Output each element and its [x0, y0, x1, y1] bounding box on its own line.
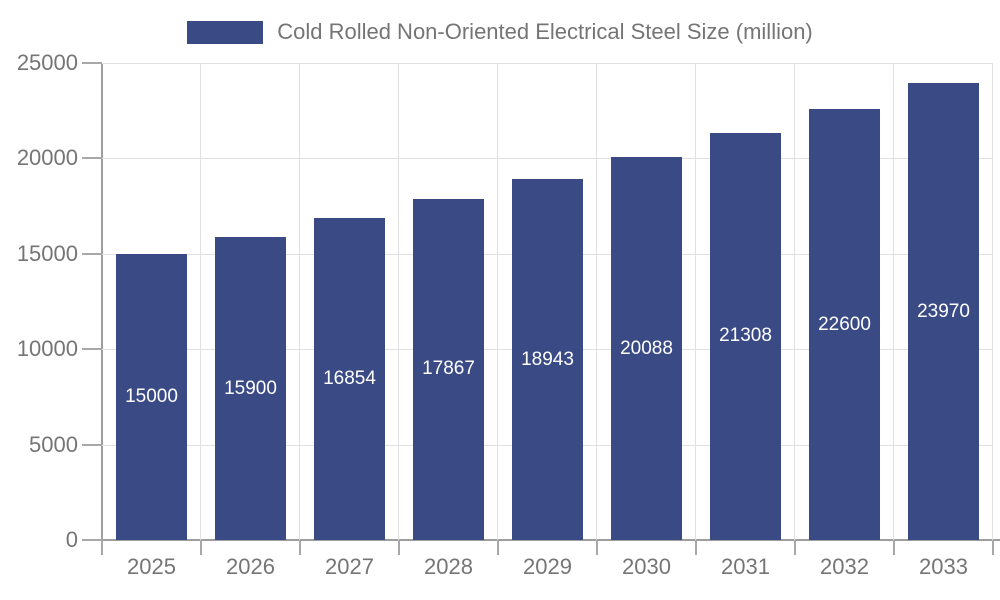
- bar-value-label: 20088: [620, 338, 673, 359]
- x-axis-label-2031: 2031: [721, 554, 770, 579]
- bar-value-label: 15900: [224, 378, 277, 399]
- y-axis-label-5000: 5000: [29, 432, 78, 457]
- bar-value-label: 17867: [422, 358, 475, 379]
- bar-2033[interactable]: 23970: [908, 83, 979, 540]
- x-axis-label-2025: 2025: [127, 554, 176, 579]
- y-tick-0: [82, 539, 102, 541]
- x-tick-8: [893, 540, 895, 555]
- y-axis-line: [101, 63, 103, 540]
- bar-value-label: 16854: [323, 368, 376, 389]
- x-tick-4: [497, 540, 499, 555]
- x-tick-0: [101, 540, 103, 555]
- bar-value-label: 15000: [125, 386, 178, 407]
- legend-swatch: [187, 20, 264, 44]
- v-gridline-8: [893, 63, 894, 540]
- bar-value-label: 22600: [818, 314, 871, 335]
- v-gridline-9: [992, 63, 993, 540]
- v-gridline-7: [794, 63, 795, 540]
- x-axis-label-2032: 2032: [820, 554, 869, 579]
- v-gridline-6: [695, 63, 696, 540]
- x-axis-label-2029: 2029: [523, 554, 572, 579]
- x-axis-label-2026: 2026: [226, 554, 275, 579]
- y-tick-20000: [82, 157, 102, 159]
- y-axis-label-20000: 20000: [16, 145, 78, 170]
- v-gridline-4: [497, 63, 498, 540]
- y-tick-10000: [82, 348, 102, 350]
- bar-2032[interactable]: 22600: [809, 109, 880, 540]
- legend-item[interactable]: Cold Rolled Non-Oriented Electrical Stee…: [0, 18, 1000, 46]
- y-axis-label-10000: 10000: [16, 336, 78, 361]
- v-gridline-2: [299, 63, 300, 540]
- v-gridline-3: [398, 63, 399, 540]
- y-axis-label-25000: 25000: [16, 50, 78, 75]
- h-gridline-25000: [102, 63, 993, 64]
- y-axis-label-15000: 15000: [16, 241, 78, 266]
- x-axis-label-2033: 2033: [919, 554, 968, 579]
- x-axis-label-2027: 2027: [325, 554, 374, 579]
- x-axis-line: [82, 539, 1000, 541]
- v-gridline-1: [200, 63, 201, 540]
- y-tick-15000: [82, 253, 102, 255]
- bar-value-label: 21308: [719, 325, 772, 346]
- x-tick-9: [992, 540, 994, 555]
- x-tick-7: [794, 540, 796, 555]
- bar-2025[interactable]: 15000: [116, 254, 187, 540]
- x-tick-1: [200, 540, 202, 555]
- y-axis-label-0: 0: [65, 527, 78, 552]
- h-gridline-20000: [102, 158, 993, 160]
- plot-area: 15000 15900 16854 17867 18943 20088 21308 22600…: [102, 63, 993, 540]
- x-tick-2: [299, 540, 301, 555]
- x-axis-label-2030: 2030: [622, 554, 671, 579]
- y-tick-25000: [82, 62, 102, 64]
- bar-2026[interactable]: 15900: [215, 237, 286, 540]
- bar-2028[interactable]: 17867: [413, 199, 484, 540]
- x-tick-5: [596, 540, 598, 555]
- bar-2029[interactable]: 18943: [512, 179, 583, 540]
- x-tick-3: [398, 540, 400, 555]
- x-axis-label-2028: 2028: [424, 554, 473, 579]
- bar-2030[interactable]: 20088: [611, 157, 682, 540]
- x-tick-6: [695, 540, 697, 555]
- bar-2027[interactable]: 16854: [314, 218, 385, 540]
- v-gridline-5: [596, 63, 597, 540]
- bar-value-label: 18943: [521, 349, 574, 370]
- bar-value-label: 23970: [917, 301, 970, 322]
- legend-label: Cold Rolled Non-Oriented Electrical Stee…: [277, 19, 813, 44]
- bar-2031[interactable]: 21308: [710, 133, 781, 540]
- y-tick-5000: [82, 444, 102, 446]
